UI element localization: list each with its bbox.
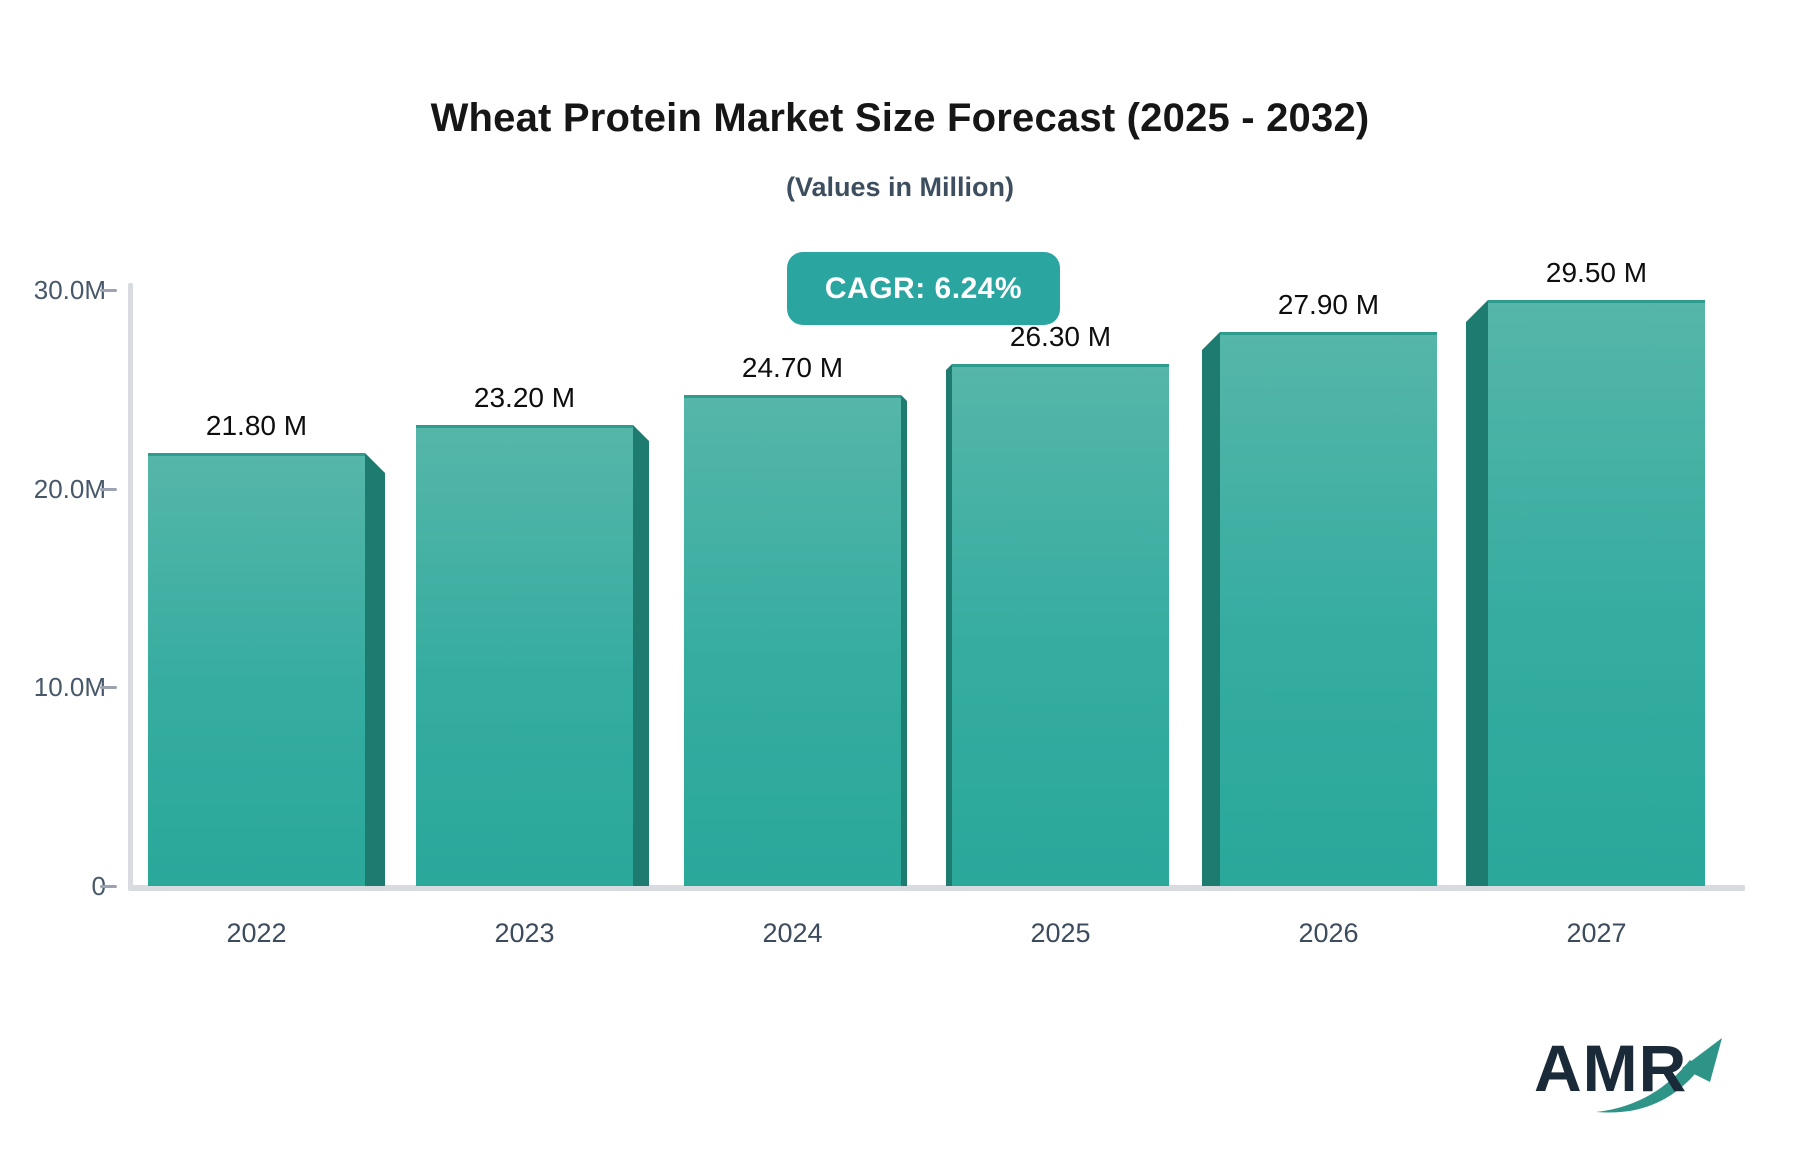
amr-logo-text: AMR <box>1534 1031 1688 1105</box>
bar-value-label: 24.70 M <box>741 352 844 383</box>
bar-value-label: 26.30 M <box>1009 321 1112 352</box>
amr-logo: AMR <box>1528 1026 1798 1141</box>
y-axis-tick-mark <box>100 288 117 292</box>
bar-2023 <box>416 425 633 886</box>
bar-value-label: 29.50 M <box>1545 257 1648 288</box>
bar-3d-side-2026 <box>1202 332 1220 886</box>
bar-value-label: 21.80 M <box>205 410 308 441</box>
bar-2027 <box>1488 300 1705 886</box>
x-axis-tick-label: 2022 <box>226 918 287 948</box>
y-axis-tick-label: 20.0M <box>33 473 106 504</box>
bar-3d-side-2024 <box>901 395 907 886</box>
y-axis-tick-mark <box>100 885 117 888</box>
bar-3d-side-2022 <box>365 453 385 886</box>
chart-subtitle: (Values in Million) <box>785 172 1015 202</box>
y-axis-tick-label: 30.0M <box>33 274 106 305</box>
y-axis-tick-label: 0 <box>91 871 106 901</box>
y-axis-tick-mark <box>100 686 117 690</box>
x-axis-tick-label: 2024 <box>762 918 823 948</box>
bar-3d-side-2025 <box>946 364 952 886</box>
bar-value-label: 23.20 M <box>473 382 576 413</box>
bar-2022 <box>148 453 365 886</box>
x-axis-tick-label: 2025 <box>1030 918 1091 948</box>
bar-2025 <box>952 364 1169 886</box>
x-axis-tick-label: 2026 <box>1298 918 1359 948</box>
bar-value-label: 27.90 M <box>1277 289 1380 320</box>
y-axis-line <box>128 283 133 890</box>
y-axis-tick-mark <box>100 487 117 491</box>
chart-title: Wheat Protein Market Size Forecast (2025… <box>430 96 1370 140</box>
y-axis-tick-label: 10.0M <box>33 672 106 703</box>
x-axis-tick-label: 2023 <box>494 918 555 948</box>
growth-arrow-icon <box>1596 1038 1722 1113</box>
bar-3d-side-2023 <box>633 425 649 886</box>
bar-2026 <box>1220 332 1437 886</box>
bar-3d-side-2027 <box>1466 300 1488 886</box>
x-axis-tick-label: 2027 <box>1566 918 1627 948</box>
x-axis-line <box>128 885 1745 891</box>
cagr-badge: CAGR: 6.24% <box>787 252 1060 325</box>
cagr-badge-label: CAGR: 6.24% <box>824 271 1023 305</box>
bar-2024 <box>684 395 901 886</box>
